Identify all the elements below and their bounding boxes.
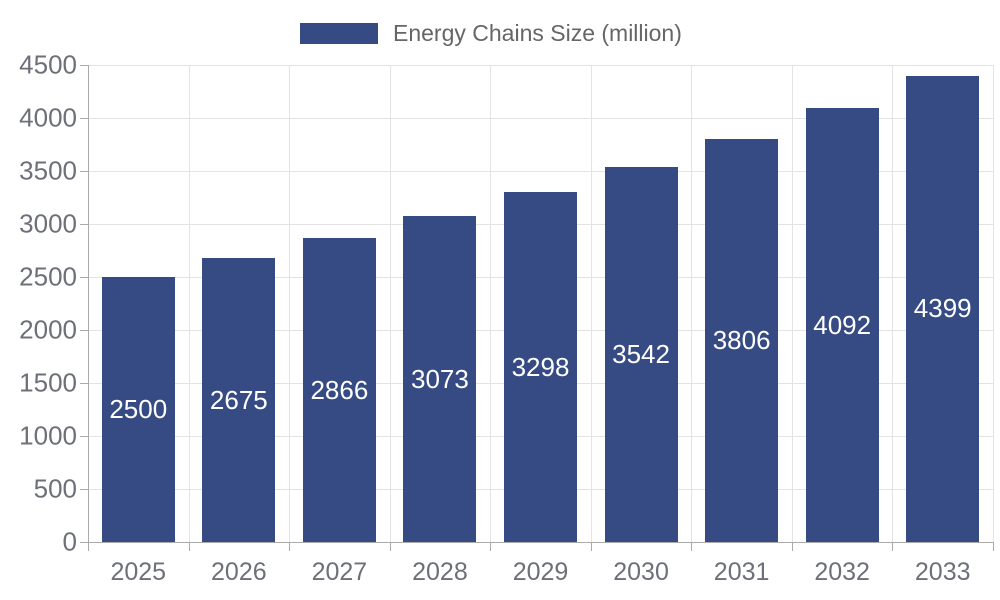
y-tick-label: 2000 — [19, 314, 77, 345]
y-tick-label: 1000 — [19, 420, 77, 451]
gridline-horizontal — [88, 171, 993, 172]
y-axis-tick — [80, 224, 88, 225]
legend-item[interactable]: Energy Chains Size (million) — [300, 20, 682, 46]
x-tick-label: 2030 — [613, 558, 669, 586]
y-axis-tick — [80, 171, 88, 172]
x-axis-tick — [691, 542, 693, 551]
bar: 2675 — [202, 258, 276, 542]
x-axis-tick — [590, 542, 592, 551]
x-tick-label: 2028 — [412, 558, 468, 586]
x-tick-label: 2026 — [211, 558, 267, 586]
bar: 4399 — [906, 75, 980, 542]
legend-swatch — [300, 22, 378, 44]
y-tick-label: 4000 — [19, 102, 77, 133]
x-tick-label: 2032 — [814, 558, 870, 586]
x-axis-tick — [993, 542, 994, 551]
x-tick-label: 2025 — [110, 558, 167, 586]
x-axis-tick — [289, 542, 291, 551]
y-axis-tick — [80, 330, 88, 331]
y-axis-line — [88, 65, 89, 542]
y-tick-label: 4500 — [19, 49, 77, 80]
bar: 3806 — [705, 138, 779, 542]
y-tick-label: 2500 — [19, 261, 77, 292]
x-tick-label: 2029 — [512, 558, 569, 586]
x-axis-tick — [88, 542, 89, 551]
y-tick-label: 3500 — [19, 155, 77, 186]
bar-value-label: 3806 — [712, 324, 771, 355]
gridline-horizontal — [88, 65, 993, 66]
x-tick-label: 2027 — [311, 558, 368, 586]
legend-label: Energy Chains Size (million) — [393, 20, 682, 46]
bar-value-label: 4399 — [913, 293, 972, 324]
gridline-horizontal — [88, 118, 993, 119]
x-axis-tick — [188, 542, 190, 551]
gridline-vertical — [389, 65, 391, 542]
bar-value-label: 2500 — [109, 394, 168, 424]
y-axis-tick — [80, 383, 88, 384]
bar-value-label: 3298 — [511, 351, 570, 382]
x-tick-label: 2033 — [914, 558, 971, 586]
bar: 3073 — [403, 216, 477, 542]
bar: 2500 — [101, 277, 175, 542]
bar-value-label: 4092 — [813, 309, 872, 340]
bar-value-label: 3073 — [411, 363, 469, 394]
bar-value-label: 2675 — [209, 384, 268, 415]
bar-value-label: 2866 — [310, 374, 369, 405]
y-tick-label: 3000 — [19, 208, 77, 239]
gridline-vertical — [691, 65, 693, 542]
gridline-vertical — [188, 65, 190, 542]
gridline-vertical — [289, 65, 291, 542]
x-axis-tick — [791, 542, 793, 551]
y-axis-tick — [80, 65, 88, 66]
gridline-vertical — [993, 65, 994, 542]
y-axis-tick — [80, 118, 88, 119]
bar: 2866 — [302, 238, 376, 542]
y-axis-tick — [80, 277, 88, 278]
bar: 4092 — [805, 108, 879, 542]
y-tick-label: 1500 — [19, 367, 77, 398]
gridline-vertical — [791, 65, 793, 542]
bar: 3298 — [504, 192, 577, 542]
gridline-vertical — [590, 65, 592, 542]
x-axis-tick — [490, 542, 492, 551]
bar: 3542 — [604, 166, 678, 542]
y-tick-label: 500 — [33, 473, 77, 504]
x-axis-line — [80, 542, 993, 543]
x-axis-tick — [892, 542, 894, 551]
x-axis-tick — [389, 542, 391, 551]
bar-value-label: 3542 — [612, 338, 670, 369]
y-axis-tick — [80, 489, 88, 490]
x-tick-label: 2031 — [713, 558, 770, 586]
y-axis-tick — [80, 436, 88, 437]
gridline-vertical — [490, 65, 492, 542]
gridline-vertical — [892, 65, 894, 542]
y-tick-label: 0 — [62, 526, 77, 557]
